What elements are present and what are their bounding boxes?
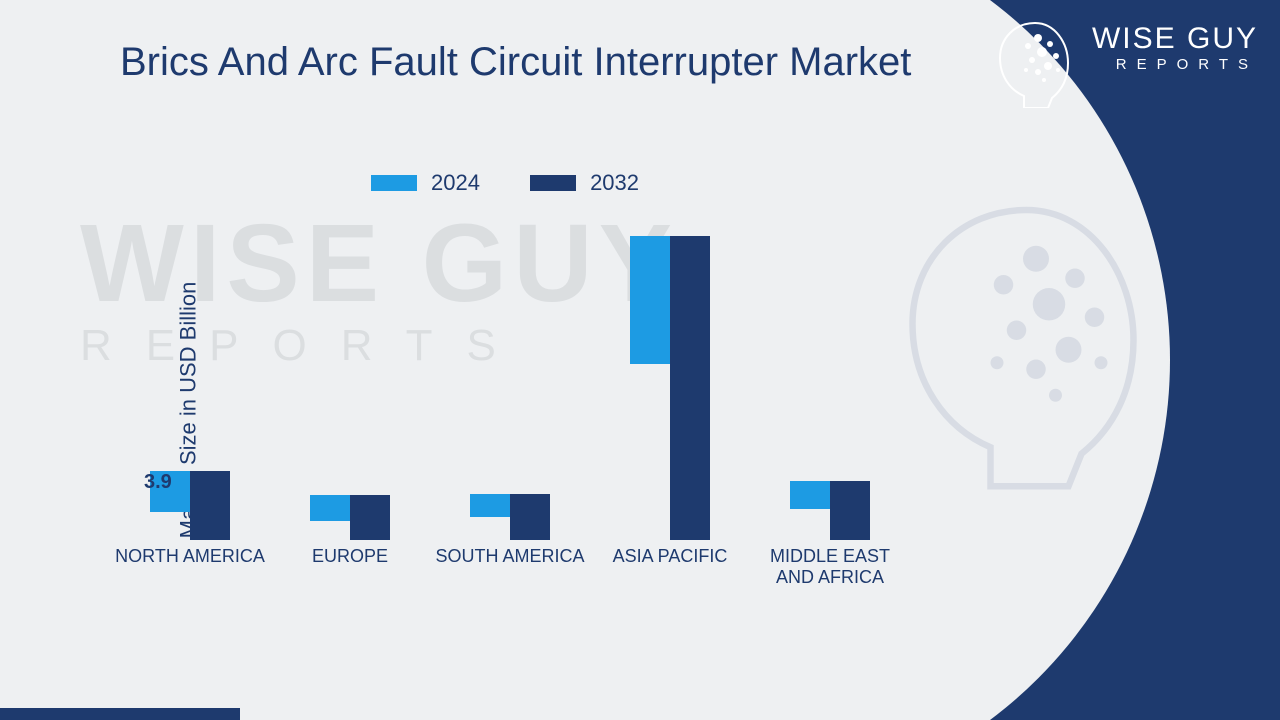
bar-2024 bbox=[470, 494, 510, 516]
legend-item-2032: 2032 bbox=[530, 170, 639, 196]
bar-group: EUROPE bbox=[310, 495, 390, 540]
legend-swatch-2032 bbox=[530, 175, 576, 191]
plot-area: NORTH AMERICAEUROPESOUTH AMERICAASIA PAC… bbox=[130, 220, 940, 540]
brand-line1: WISE GUY bbox=[1092, 22, 1258, 56]
bar-group: ASIA PACIFIC bbox=[630, 236, 710, 540]
bar-2024 bbox=[630, 236, 670, 364]
stage: Brics And Arc Fault Circuit Interrupter … bbox=[0, 0, 1280, 720]
bar-2032 bbox=[510, 494, 550, 540]
x-label: MIDDLE EAST AND AFRICA bbox=[755, 546, 905, 587]
x-label: ASIA PACIFIC bbox=[595, 546, 745, 567]
legend-label-2032: 2032 bbox=[590, 170, 639, 196]
bar-2024 bbox=[790, 481, 830, 509]
value-label: 3.9 bbox=[144, 471, 172, 494]
page-title: Brics And Arc Fault Circuit Interrupter … bbox=[120, 40, 911, 84]
bar-group: SOUTH AMERICA bbox=[470, 494, 550, 540]
x-label: NORTH AMERICA bbox=[115, 546, 265, 567]
legend-item-2024: 2024 bbox=[371, 170, 480, 196]
x-label: EUROPE bbox=[275, 546, 425, 567]
brand-logo: WISE GUY REPORTS bbox=[1092, 22, 1258, 73]
brand-line2: REPORTS bbox=[1092, 56, 1258, 73]
bottom-accent-bar bbox=[0, 708, 240, 720]
legend-label-2024: 2024 bbox=[431, 170, 480, 196]
bar-2032 bbox=[190, 471, 230, 540]
bar-2032 bbox=[350, 495, 390, 540]
chart: Market Size in USD Billion 2024 2032 NOR… bbox=[70, 170, 940, 650]
bar-2032 bbox=[670, 236, 710, 540]
legend-swatch-2024 bbox=[371, 175, 417, 191]
brand-head-icon bbox=[990, 18, 1070, 108]
x-label: SOUTH AMERICA bbox=[435, 546, 585, 567]
bar-group: MIDDLE EAST AND AFRICA bbox=[790, 481, 870, 540]
bar-2032 bbox=[830, 481, 870, 540]
title-text: Brics And Arc Fault Circuit Interrupter … bbox=[120, 40, 911, 84]
bar-2024 bbox=[310, 495, 350, 521]
legend: 2024 2032 bbox=[70, 170, 940, 197]
